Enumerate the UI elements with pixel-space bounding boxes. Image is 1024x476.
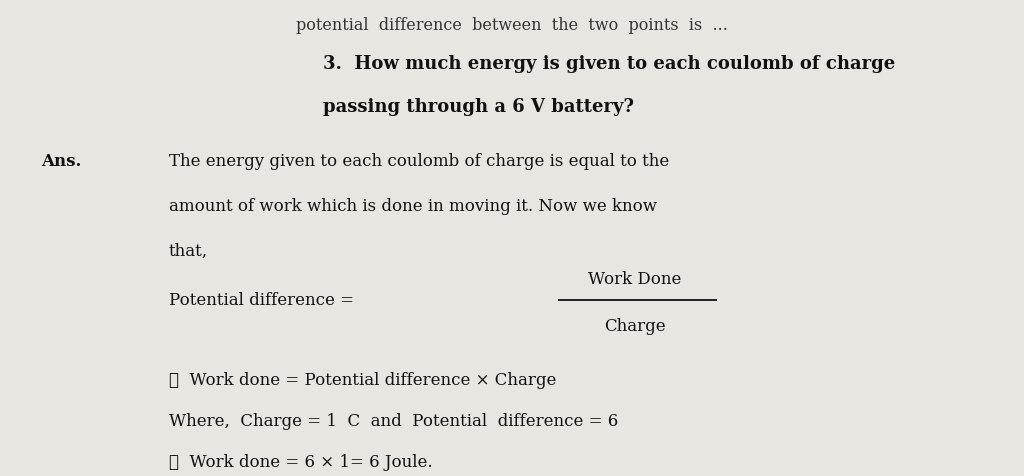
Text: Where,  Charge = 1  C  and  Potential  difference = 6: Where, Charge = 1 C and Potential differ…	[169, 412, 618, 429]
Text: that,: that,	[169, 243, 208, 260]
Text: 3.  How much energy is given to each coulomb of charge: 3. How much energy is given to each coul…	[323, 55, 895, 73]
Text: Charge: Charge	[604, 317, 666, 335]
Text: ∴  Work done = 6 × 1= 6 Joule.: ∴ Work done = 6 × 1= 6 Joule.	[169, 453, 432, 470]
Text: ∴  Work done = Potential difference × Charge: ∴ Work done = Potential difference × Cha…	[169, 371, 556, 388]
Text: The energy given to each coulomb of charge is equal to the: The energy given to each coulomb of char…	[169, 152, 670, 169]
Text: amount of work which is done in moving it. Now we know: amount of work which is done in moving i…	[169, 198, 657, 215]
Text: potential  difference  between  the  two  points  is  ...: potential difference between the two poi…	[296, 17, 728, 34]
Text: Ans.: Ans.	[41, 152, 81, 169]
Text: Work Done: Work Done	[588, 270, 682, 287]
Text: Potential difference =: Potential difference =	[169, 291, 354, 308]
Text: passing through a 6 V battery?: passing through a 6 V battery?	[323, 98, 634, 116]
